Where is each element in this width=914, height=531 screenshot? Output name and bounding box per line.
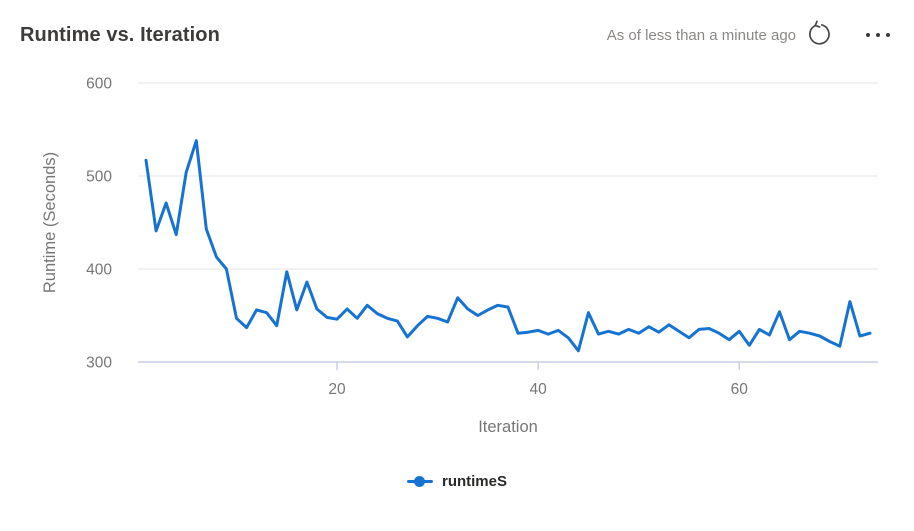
legend-series-label: runtimeS — [441, 473, 507, 490]
legend-dot — [414, 476, 426, 487]
y-axis-title: Runtime (Seconds) — [41, 152, 59, 293]
y-tick-label-400: 400 — [86, 262, 112, 279]
y-tick-label-600: 600 — [86, 76, 112, 93]
y-tick-label-300: 300 — [86, 355, 112, 372]
x-tick-label-20: 20 — [328, 381, 346, 398]
refresh-icon — [806, 20, 833, 50]
series-line-runtimeS — [144, 139, 872, 353]
card-header: Runtime vs. Iteration As of less than a … — [0, 0, 914, 56]
y-tick-label-500: 500 — [86, 169, 112, 186]
last-refreshed-text: As of less than a minute ago — [606, 26, 796, 44]
chart-legend: runtimeS — [0, 473, 914, 490]
x-tick-label-40: 40 — [530, 381, 548, 398]
legend-series-marker-icon — [406, 476, 433, 488]
chart-container: 300 400 500 600 20 40 60 Iteration Runtime (Seco… — [0, 60, 914, 455]
page-title: Runtime vs. Iteration — [20, 23, 220, 46]
refresh-button[interactable] — [804, 20, 834, 50]
x-tick-label-60: 60 — [731, 381, 749, 398]
x-axis-title: Iteration — [478, 418, 538, 436]
legend-item-runtimes[interactable]: runtimeS — [406, 473, 507, 490]
runtime-vs-iteration-chart: 300 400 500 600 20 40 60 Iteration Runtime (Seco… — [41, 76, 878, 436]
more-options-icon — [866, 33, 870, 37]
more-options-button[interactable] — [858, 20, 898, 50]
